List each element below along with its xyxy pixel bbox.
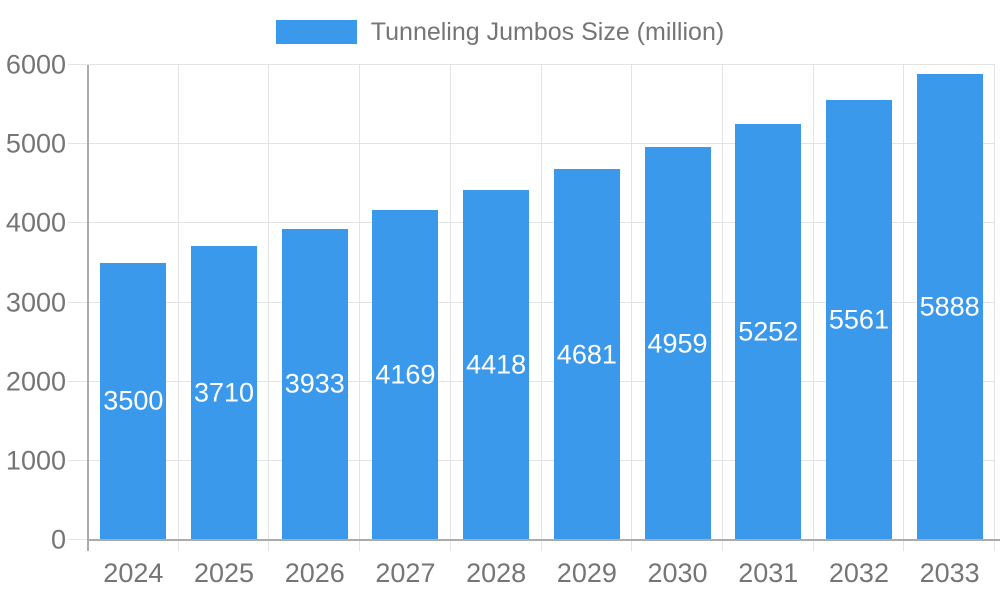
x-gridline bbox=[812, 65, 814, 540]
y-axis-tick bbox=[68, 539, 88, 540]
y-gridline bbox=[88, 380, 995, 382]
y-axis-tick bbox=[68, 64, 88, 65]
x-axis-tick bbox=[540, 540, 542, 551]
y-axis-tick bbox=[68, 222, 88, 224]
y-axis-tick-label: 1000 bbox=[5, 445, 66, 476]
x-axis-tick-label: 2030 bbox=[647, 558, 708, 588]
bar[interactable] bbox=[825, 99, 892, 540]
bar[interactable] bbox=[100, 262, 167, 540]
bar[interactable] bbox=[916, 73, 983, 540]
x-axis-tick-label: 2025 bbox=[194, 558, 255, 588]
y-gridline bbox=[88, 459, 995, 461]
x-axis-tick bbox=[631, 540, 633, 551]
bar-value-label: 3933 bbox=[284, 368, 345, 399]
bar-value-label: 4681 bbox=[556, 339, 617, 370]
x-axis-tick bbox=[359, 540, 361, 551]
legend-label: Tunneling Jumbos Size (million) bbox=[370, 18, 725, 46]
x-axis-tick bbox=[903, 540, 905, 551]
x-axis-tick-label: 2033 bbox=[919, 558, 980, 588]
bar-value-label: 4418 bbox=[466, 349, 527, 380]
y-axis-tick-label: 5000 bbox=[5, 128, 66, 159]
y-axis-line bbox=[87, 65, 89, 551]
bar-value-label: 5888 bbox=[919, 291, 980, 322]
bar[interactable] bbox=[281, 228, 348, 540]
legend-swatch-icon bbox=[275, 20, 357, 44]
bar-value-label: 3710 bbox=[194, 377, 255, 408]
y-gridline bbox=[88, 301, 995, 303]
bar[interactable] bbox=[463, 190, 530, 540]
y-gridline bbox=[88, 64, 995, 65]
bar-value-label: 3500 bbox=[103, 385, 164, 416]
y-axis-tick bbox=[68, 459, 88, 461]
x-axis-tick-label: 2024 bbox=[103, 558, 164, 588]
y-axis-tick-label: 4000 bbox=[5, 207, 66, 238]
x-axis-tick bbox=[812, 540, 814, 551]
bar-value-label: 4959 bbox=[647, 328, 708, 359]
x-axis-line bbox=[88, 539, 1000, 541]
bar[interactable] bbox=[553, 169, 620, 540]
bar-value-label: 5561 bbox=[828, 304, 889, 335]
x-gridline bbox=[903, 65, 905, 540]
bar[interactable] bbox=[191, 246, 258, 540]
x-axis-tick-label: 2031 bbox=[738, 558, 799, 588]
x-axis-tick-label: 2029 bbox=[556, 558, 617, 588]
x-gridline bbox=[449, 65, 451, 540]
y-axis-tick bbox=[68, 143, 88, 145]
x-axis-tick bbox=[177, 540, 179, 551]
bar-value-label: 4169 bbox=[375, 359, 436, 390]
legend-item[interactable]: Tunneling Jumbos Size (million) bbox=[0, 18, 1000, 46]
bar[interactable] bbox=[735, 124, 802, 540]
y-axis-tick bbox=[68, 301, 88, 303]
y-gridline bbox=[88, 143, 995, 145]
y-gridline bbox=[88, 222, 995, 224]
bar[interactable] bbox=[372, 209, 439, 540]
x-axis-tick-label: 2032 bbox=[828, 558, 889, 588]
x-gridline bbox=[994, 65, 995, 540]
x-axis-tick bbox=[449, 540, 451, 551]
y-axis-tick bbox=[68, 380, 88, 382]
x-axis-tick bbox=[994, 540, 995, 551]
x-gridline bbox=[631, 65, 633, 540]
x-axis-tick bbox=[268, 540, 270, 551]
x-gridline bbox=[540, 65, 542, 540]
x-axis-tick-label: 2027 bbox=[375, 558, 436, 588]
x-gridline bbox=[177, 65, 179, 540]
y-axis-tick-label: 2000 bbox=[5, 366, 66, 397]
x-gridline bbox=[268, 65, 270, 540]
y-axis-tick-label: 3000 bbox=[5, 287, 66, 317]
x-gridline bbox=[359, 65, 361, 540]
bar[interactable] bbox=[644, 147, 711, 540]
x-axis-tick-label: 2026 bbox=[284, 558, 345, 588]
x-axis-tick-label: 2028 bbox=[466, 558, 527, 588]
x-axis-tick bbox=[721, 540, 723, 551]
y-axis-tick-label: 6000 bbox=[5, 49, 66, 80]
bar-value-label: 5252 bbox=[738, 316, 799, 347]
y-axis-tick-label: 0 bbox=[50, 524, 66, 555]
x-gridline bbox=[721, 65, 723, 540]
